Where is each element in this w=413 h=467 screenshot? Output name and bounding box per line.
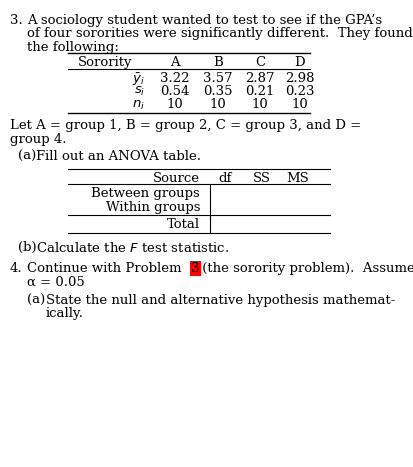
Text: Calculate the $F$ test statistic.: Calculate the $F$ test statistic. bbox=[36, 241, 229, 255]
Text: α = 0.05: α = 0.05 bbox=[27, 276, 85, 289]
Text: 3.22: 3.22 bbox=[160, 71, 190, 85]
Text: A sociology student wanted to test to see if the GPA’s: A sociology student wanted to test to se… bbox=[27, 14, 382, 27]
Text: Fill out an ANOVA table.: Fill out an ANOVA table. bbox=[36, 150, 201, 163]
Text: 0.23: 0.23 bbox=[285, 85, 315, 98]
Text: A: A bbox=[170, 56, 180, 69]
Text: Let A = group 1, B = group 2, C = group 3, and D =: Let A = group 1, B = group 2, C = group … bbox=[10, 119, 361, 132]
Text: 3.: 3. bbox=[10, 14, 23, 27]
Text: $n_i$: $n_i$ bbox=[132, 99, 145, 112]
Text: 4.: 4. bbox=[10, 262, 23, 275]
Text: Total: Total bbox=[167, 218, 200, 231]
Text: MS: MS bbox=[287, 171, 309, 184]
Text: (a): (a) bbox=[27, 294, 45, 307]
Text: SS: SS bbox=[253, 171, 271, 184]
Text: 0.21: 0.21 bbox=[245, 85, 275, 98]
Text: Between groups: Between groups bbox=[91, 187, 200, 200]
Text: 0.54: 0.54 bbox=[160, 85, 190, 98]
Text: $\bar{y}_i$: $\bar{y}_i$ bbox=[132, 71, 145, 88]
Text: (the sorority problem).  Assume: (the sorority problem). Assume bbox=[198, 262, 413, 275]
Text: ically.: ically. bbox=[46, 307, 84, 320]
Text: C: C bbox=[255, 56, 265, 69]
Text: Within groups: Within groups bbox=[105, 200, 200, 213]
Text: 10: 10 bbox=[292, 99, 309, 112]
Text: (a): (a) bbox=[18, 150, 36, 163]
Text: 2.98: 2.98 bbox=[285, 71, 315, 85]
Text: 10: 10 bbox=[166, 99, 183, 112]
Text: B: B bbox=[213, 56, 223, 69]
Text: 10: 10 bbox=[252, 99, 268, 112]
Text: the following:: the following: bbox=[27, 41, 119, 54]
Text: Continue with Problem: Continue with Problem bbox=[27, 262, 181, 275]
Text: df: df bbox=[218, 171, 232, 184]
Text: Source: Source bbox=[153, 171, 200, 184]
Text: of four sororities were significantly different.  They found: of four sororities were significantly di… bbox=[27, 28, 413, 41]
Text: group 4.: group 4. bbox=[10, 133, 66, 146]
Text: 2.87: 2.87 bbox=[245, 71, 275, 85]
Text: 0.35: 0.35 bbox=[203, 85, 233, 98]
Text: State the null and alternative hypothesis mathemat-: State the null and alternative hypothesi… bbox=[46, 294, 395, 307]
Text: $s_i$: $s_i$ bbox=[133, 85, 145, 98]
Text: 3.57: 3.57 bbox=[203, 71, 233, 85]
Text: (b): (b) bbox=[18, 241, 37, 254]
Text: D: D bbox=[295, 56, 305, 69]
Text: Sorority: Sorority bbox=[78, 56, 132, 69]
Text: 3: 3 bbox=[191, 262, 199, 275]
Text: 10: 10 bbox=[210, 99, 226, 112]
